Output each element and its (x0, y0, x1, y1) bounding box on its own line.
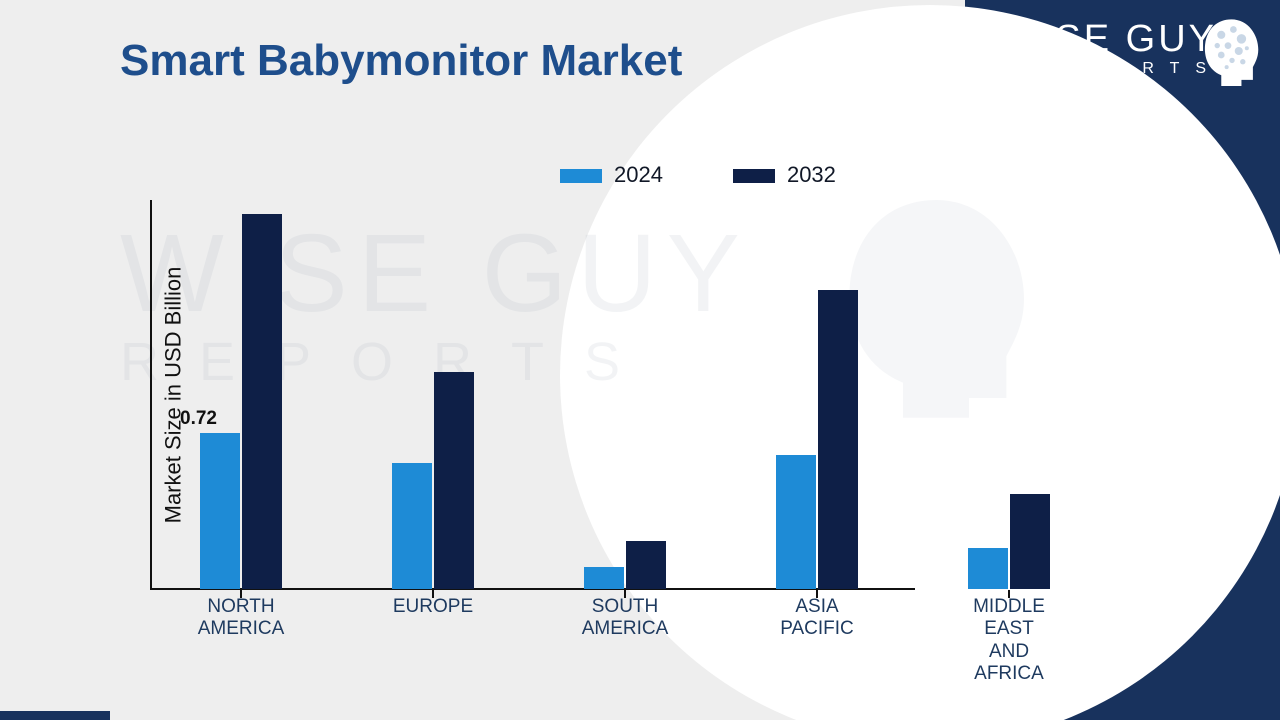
legend-item-2024: 2024 (560, 162, 663, 188)
bar (626, 541, 666, 589)
legend-label-2032: 2032 (787, 162, 836, 187)
category-label: NORTHAMERICA (171, 590, 311, 641)
bottom-accent-bar (0, 711, 110, 720)
bar (818, 290, 858, 589)
logo-head-icon (1194, 16, 1262, 90)
category-label: MIDDLEEASTANDAFRICA (939, 590, 1079, 686)
bar (584, 567, 624, 589)
bar-group: EUROPE (392, 200, 474, 590)
bar-groups: NORTHAMERICA EUROPE SOUTHAMERICA ASIAPACIFI… (150, 200, 915, 590)
legend: 2024 2032 (560, 162, 836, 188)
bar (200, 433, 240, 589)
value-label: 0.72 (180, 408, 217, 430)
bar-group: SOUTHAMERICA (584, 200, 666, 590)
bar-group: ASIAPACIFIC (776, 200, 858, 590)
bar (968, 548, 1008, 589)
bar-chart: Market Size in USD Billion NORTHAMERICAE… (95, 200, 915, 590)
chart-title: Smart Babymonitor Market (120, 36, 682, 86)
bar (776, 455, 816, 589)
legend-swatch-2024 (560, 169, 602, 183)
bar (1010, 494, 1050, 589)
bar (242, 214, 282, 589)
logo-line1: WISE GUY (1003, 18, 1217, 60)
plot-area: NORTHAMERICA EUROPE SOUTHAMERICA ASIAPACIFI… (150, 200, 915, 590)
bar-group: NORTHAMERICA (200, 200, 282, 590)
category-label: SOUTHAMERICA (555, 590, 695, 641)
bar-group: MIDDLEEASTANDAFRICA (968, 200, 1050, 590)
bar (392, 463, 432, 589)
legend-label-2024: 2024 (614, 162, 663, 187)
bar (434, 372, 474, 589)
category-label: EUROPE (363, 590, 503, 618)
brand-logo: WISE GUY REPORTS (1003, 18, 1258, 88)
category-label: ASIAPACIFIC (747, 590, 887, 641)
legend-item-2032: 2032 (733, 162, 836, 188)
canvas: WISE GUY REPORTS Smart Babymonitor Marke… (0, 0, 1280, 720)
legend-swatch-2032 (733, 169, 775, 183)
